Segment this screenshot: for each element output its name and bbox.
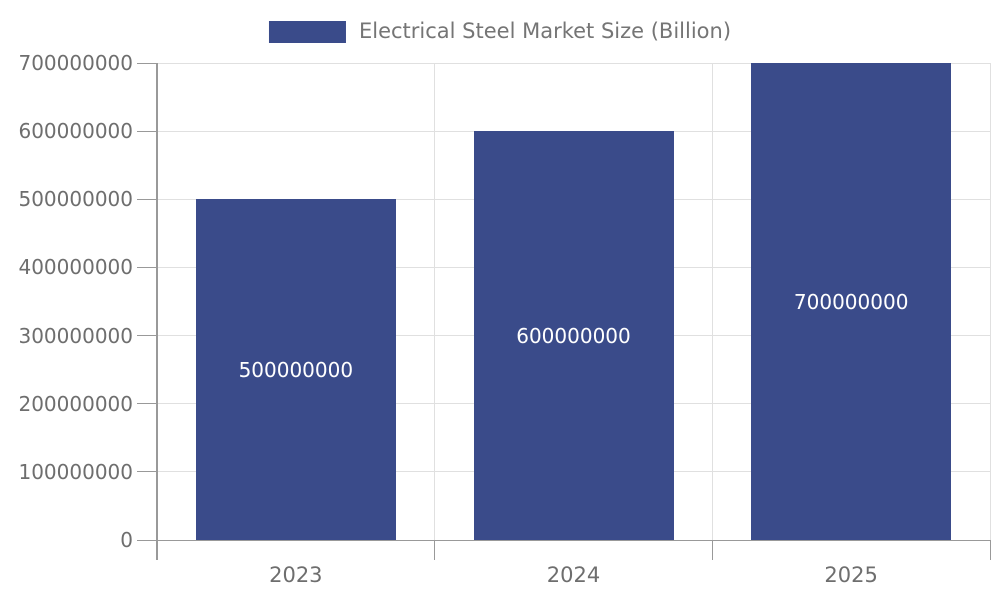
bar-2024[interactable]: 600000000 [473, 131, 674, 540]
y-axis-tick-label: 100000000 [18, 459, 133, 484]
y-axis-line [156, 63, 158, 560]
legend-swatch [268, 20, 346, 43]
y-axis-tick [137, 62, 157, 64]
bar-value-label: 700000000 [793, 289, 909, 314]
y-axis-tick-label: 600000000 [18, 119, 133, 144]
bar-2023[interactable]: 500000000 [195, 199, 396, 540]
y-axis-tick [137, 471, 157, 473]
x-axis-tick [989, 540, 991, 560]
x-axis-tick [434, 540, 436, 560]
x-axis-label: 2025 [824, 563, 878, 587]
bar-2025[interactable]: 700000000 [751, 63, 952, 540]
gridline-vertical [711, 63, 713, 540]
y-axis-tick-label: 200000000 [18, 391, 133, 416]
y-axis-tick-label: 0 [120, 528, 133, 552]
legend-label: Electrical Steel Market Size (Billion) [358, 19, 732, 43]
y-axis-tick-label: 500000000 [18, 187, 133, 212]
y-axis-tick-label: 400000000 [18, 255, 133, 280]
x-axis-label: 2024 [546, 563, 601, 587]
gridline-horizontal [157, 62, 990, 64]
x-axis-label: 2023 [269, 563, 323, 587]
y-axis-tick-label: 300000000 [18, 323, 133, 348]
x-axis-tick [711, 540, 713, 560]
legend-item[interactable]: Electrical Steel Market Size (Billion) [268, 16, 732, 47]
y-axis-tick [137, 266, 157, 268]
y-axis-tick [137, 198, 157, 200]
y-axis-tick [137, 335, 157, 337]
bar-value-label: 500000000 [238, 357, 354, 382]
y-axis-tick [137, 130, 157, 132]
y-axis-tick [137, 403, 157, 405]
y-axis-tick-label: 700000000 [18, 51, 133, 75]
x-axis-line [137, 539, 990, 541]
gridline-vertical [434, 63, 436, 540]
gridline-vertical [989, 63, 991, 540]
bar-value-label: 600000000 [516, 323, 631, 348]
